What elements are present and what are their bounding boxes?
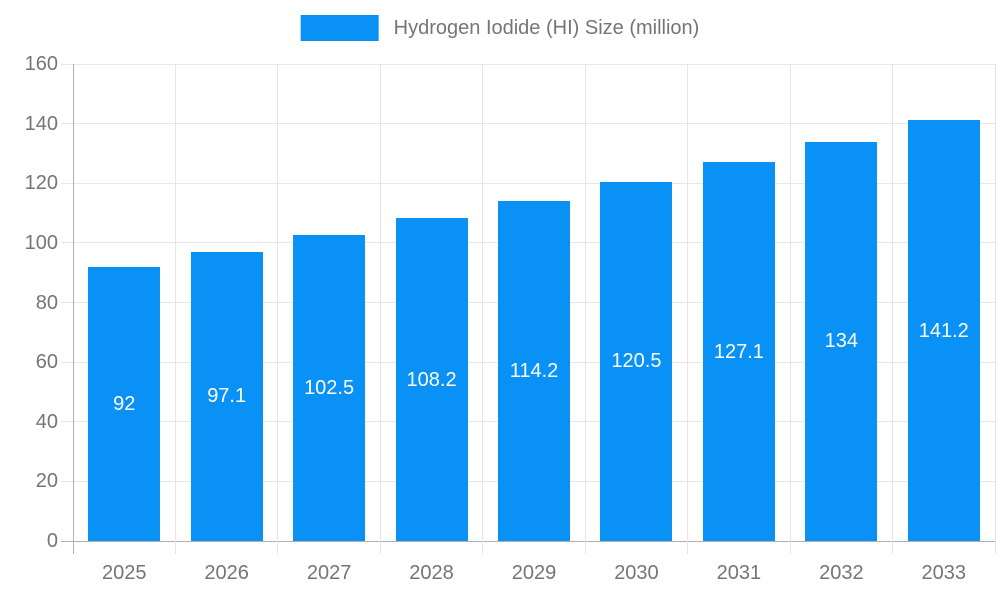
y-tick-label: 160 <box>24 53 58 75</box>
x-axis-line <box>61 540 995 542</box>
v-gridline <box>379 64 381 554</box>
y-tick-label: 100 <box>24 231 58 254</box>
x-tick-label: 2028 <box>409 562 454 584</box>
v-gridline <box>584 64 586 554</box>
bar-value-label: 102.5 <box>304 377 355 400</box>
bar-value-label: 141.2 <box>918 319 969 342</box>
h-gridline <box>61 123 995 125</box>
bar-2031[interactable] <box>702 162 775 541</box>
bar-2026[interactable] <box>190 251 263 541</box>
y-tick-label: 140 <box>24 112 58 135</box>
bar-value-label: 92 <box>113 392 136 415</box>
bar-value-label: 114.2 <box>509 359 559 382</box>
bar-2032[interactable] <box>805 141 878 541</box>
bar-value-label: 127.1 <box>713 340 764 363</box>
v-gridline <box>482 64 484 554</box>
y-axis-line <box>72 64 74 554</box>
chart-legend[interactable]: Hydrogen Iodide (HI) Size (million) <box>300 15 700 41</box>
v-gridline <box>277 64 279 554</box>
x-tick-label: 2030 <box>614 562 659 584</box>
h-gridline <box>61 63 995 65</box>
bar-value-label: 134 <box>824 330 859 353</box>
bar-2028[interactable] <box>395 218 468 541</box>
x-tick-label: 2033 <box>921 562 967 584</box>
legend-label: Hydrogen Iodide (HI) Size (million) <box>393 16 700 39</box>
y-tick-label: 0 <box>46 530 58 552</box>
v-gridline <box>892 64 894 554</box>
v-gridline <box>994 64 996 554</box>
y-tick-label: 20 <box>35 470 58 493</box>
x-tick-label: 2026 <box>204 562 249 584</box>
x-tick-label: 2029 <box>511 562 557 584</box>
legend-swatch-icon <box>300 15 379 41</box>
y-tick-label: 80 <box>35 291 58 314</box>
bar-2025[interactable] <box>88 266 161 541</box>
v-gridline <box>174 64 176 554</box>
x-tick-label: 2025 <box>101 562 147 584</box>
h-gridline <box>61 182 995 184</box>
y-tick-label: 40 <box>35 410 58 433</box>
y-tick-label: 60 <box>35 351 58 374</box>
bar-value-label: 120.5 <box>611 350 662 373</box>
bar-2033[interactable] <box>907 120 980 541</box>
bar-value-label: 97.1 <box>207 385 247 408</box>
x-tick-label: 2027 <box>306 562 352 584</box>
v-gridline <box>789 64 791 554</box>
bar-2030[interactable] <box>600 181 673 541</box>
x-tick-label: 2032 <box>819 562 864 584</box>
x-tick-label: 2031 <box>716 562 762 584</box>
bar-value-label: 108.2 <box>406 368 457 391</box>
v-gridline <box>687 64 689 554</box>
y-tick-label: 120 <box>24 172 58 195</box>
bar-2027[interactable] <box>293 235 366 541</box>
bar-2029[interactable] <box>498 200 570 541</box>
